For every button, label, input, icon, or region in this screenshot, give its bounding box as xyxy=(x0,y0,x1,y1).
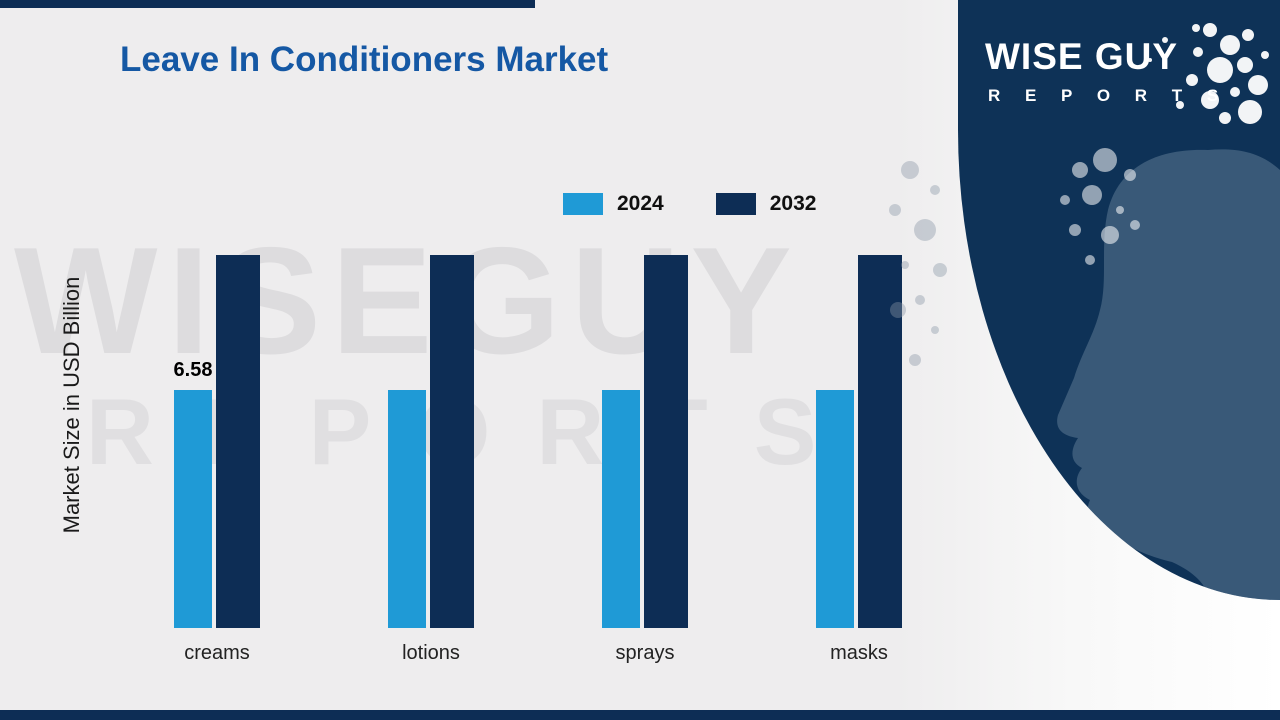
bar-2032-masks xyxy=(858,255,902,628)
category-label-lotions: lotions xyxy=(402,642,460,664)
bar-2024-creams xyxy=(174,390,212,628)
bar-group-lotions: lotions xyxy=(388,255,474,664)
legend-item-2032: 2032 xyxy=(715,192,817,216)
value-label-creams-2024: 6.58 xyxy=(173,359,213,381)
legend-swatch-2024 xyxy=(563,193,603,215)
legend-label: 2024 xyxy=(617,192,664,215)
bar-2024-masks xyxy=(816,390,854,628)
bar-2024-lotions xyxy=(388,390,426,628)
bar-group-creams: creams 6.58 xyxy=(174,255,260,664)
category-label-masks: masks xyxy=(830,642,888,664)
bar-2032-sprays xyxy=(644,255,688,628)
bar-group-masks: masks xyxy=(816,255,902,664)
logo-wordmark-text: WISE GUY xyxy=(985,36,1179,77)
page-title: Leave In Conditioners Market xyxy=(120,40,609,79)
legend: 2024 2032 xyxy=(563,192,816,216)
bar-group-sprays: sprays xyxy=(602,255,688,664)
top-accent-strip xyxy=(0,0,535,8)
bar-2032-lotions xyxy=(430,255,474,628)
legend-item-2024: 2024 xyxy=(563,192,664,216)
legend-label: 2032 xyxy=(769,192,817,215)
category-label-creams: creams xyxy=(184,642,250,664)
bar-2032-creams xyxy=(216,255,260,628)
bar-2024-sprays xyxy=(602,390,640,628)
category-label-sprays: sprays xyxy=(615,642,675,664)
bottom-accent-strip xyxy=(0,710,1280,720)
logo-subtext-text: R E P O R T S xyxy=(988,86,1229,105)
legend-swatch-2032 xyxy=(715,193,756,215)
